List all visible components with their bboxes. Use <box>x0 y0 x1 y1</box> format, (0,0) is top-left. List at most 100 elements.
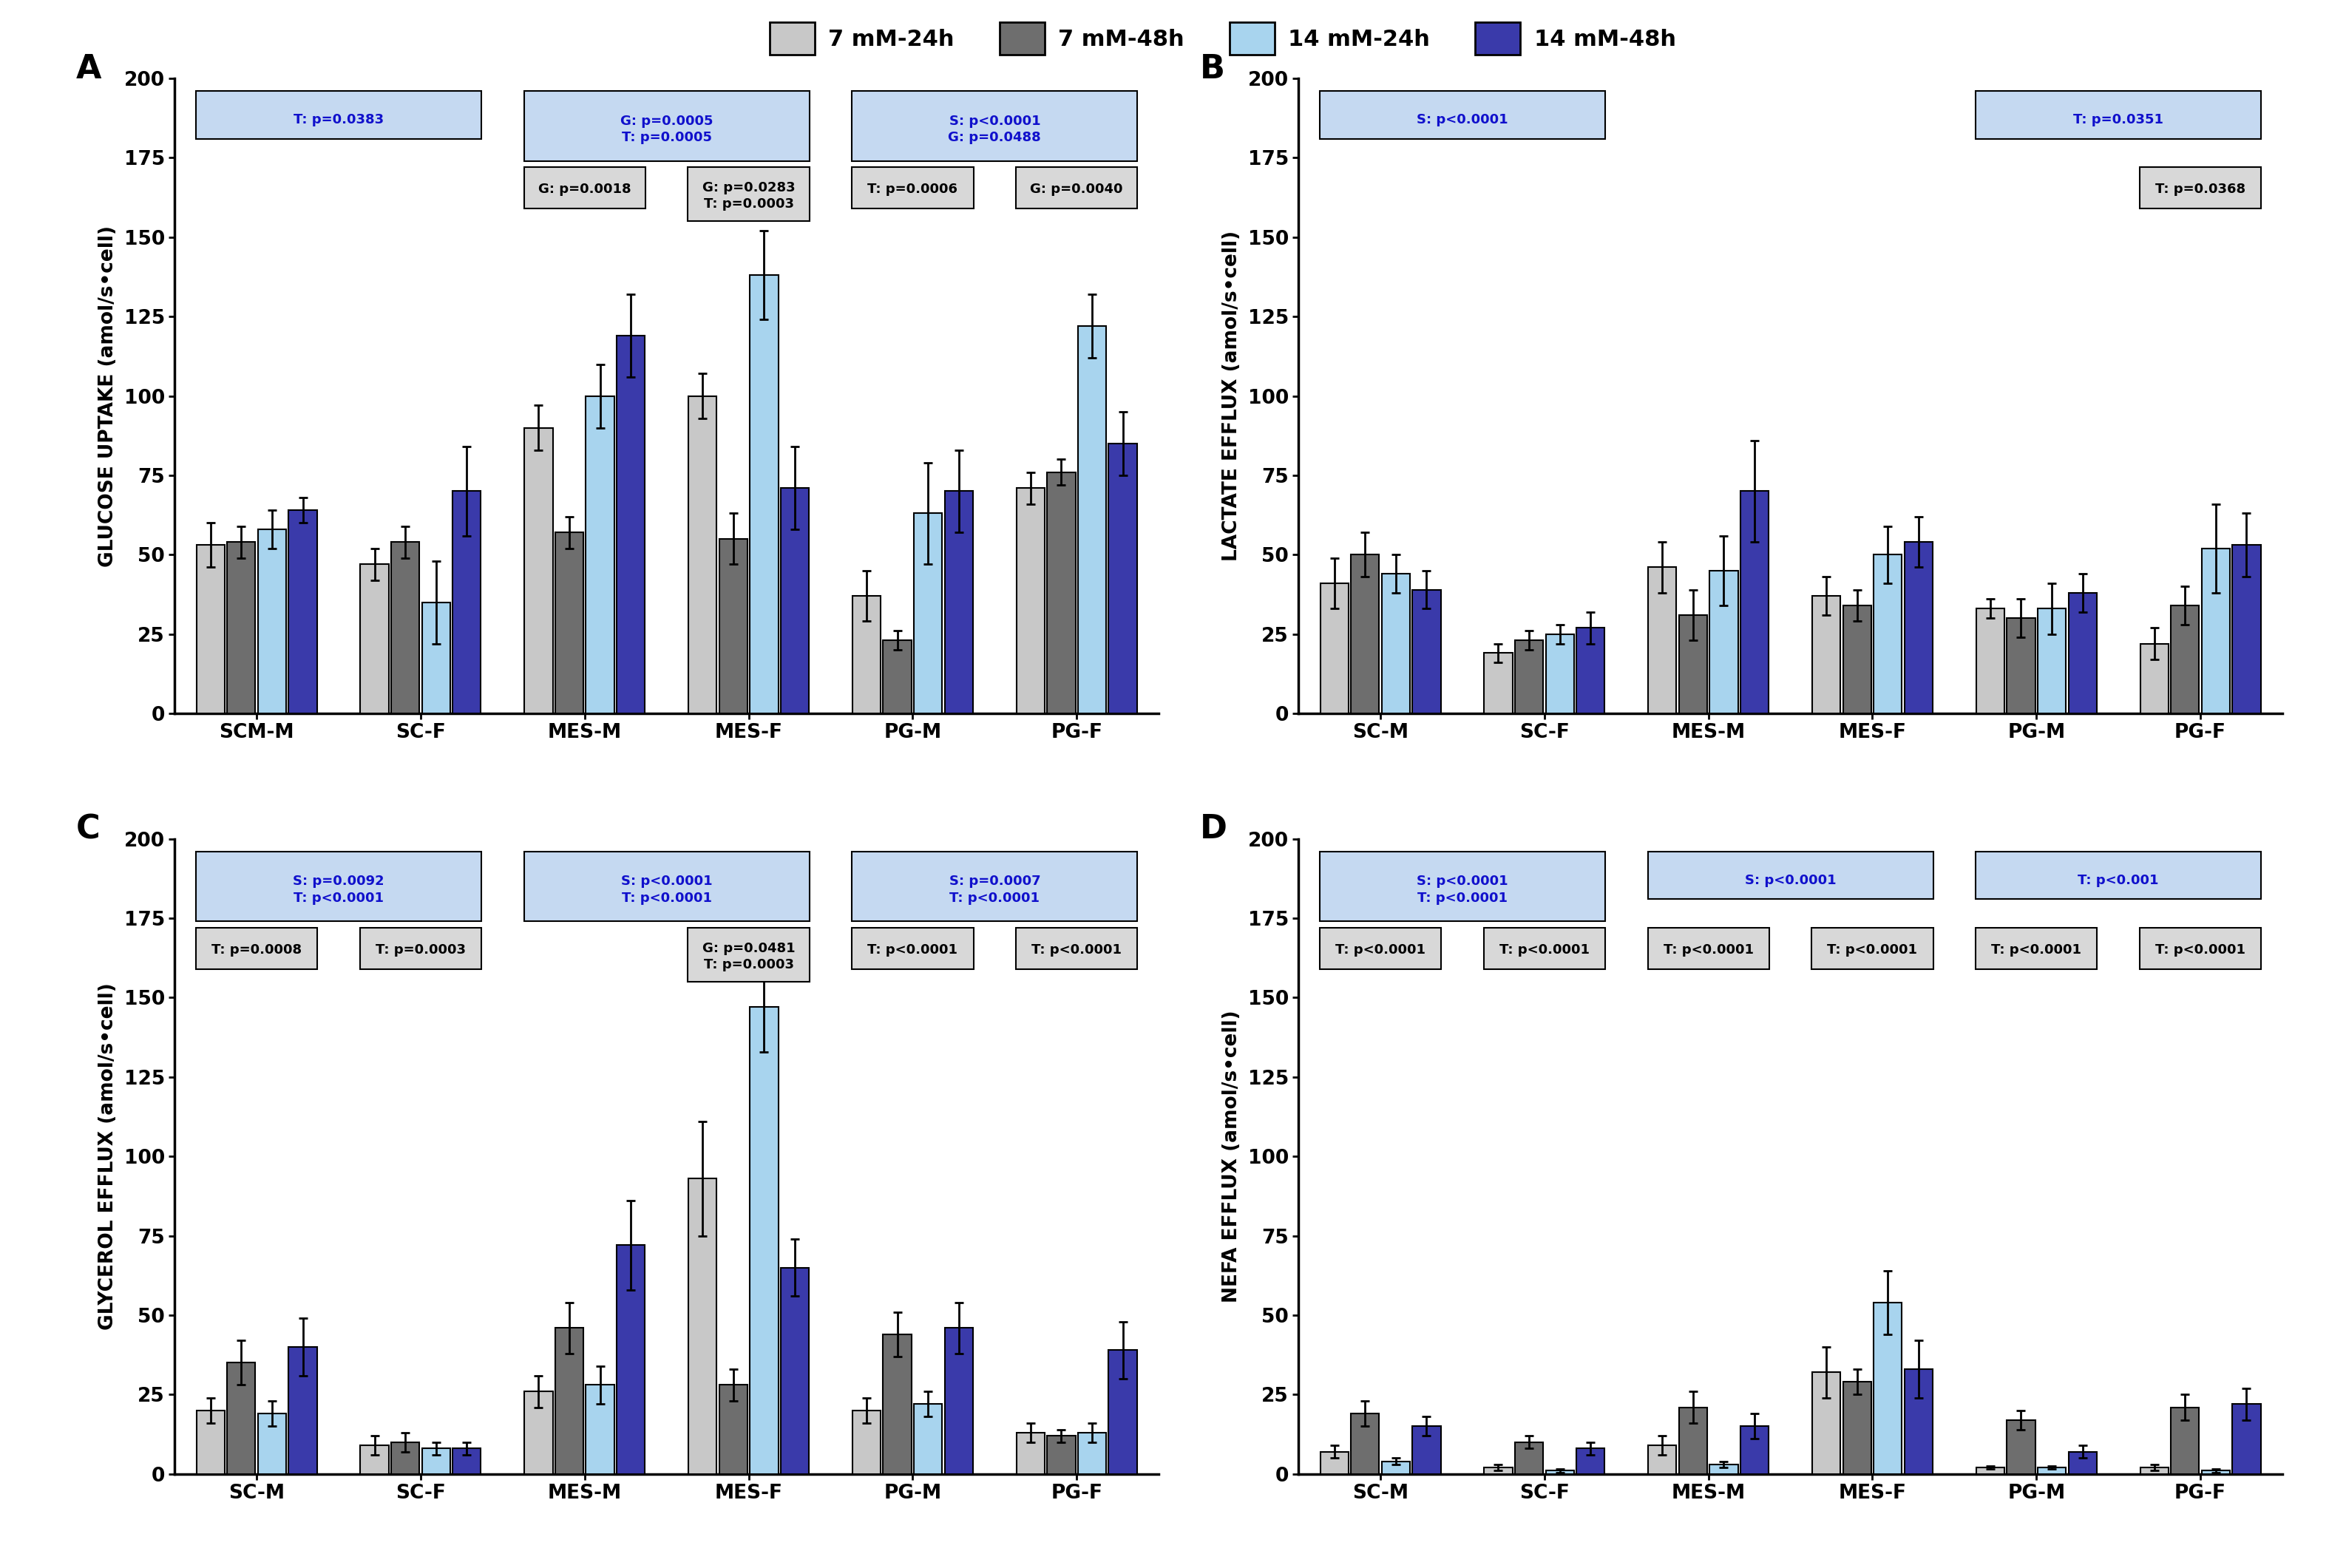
Bar <box>1015 1433 1046 1474</box>
Bar <box>2201 1471 2229 1474</box>
Bar <box>913 513 943 713</box>
Bar <box>1514 640 1544 713</box>
Bar <box>196 851 482 922</box>
Text: T: p<0.0001: T: p<0.0001 <box>1663 944 1754 956</box>
Bar <box>1321 851 1605 922</box>
Bar <box>524 168 645 209</box>
Bar <box>289 1347 317 1474</box>
Bar <box>1649 568 1677 713</box>
Text: G: p=0.0040: G: p=0.0040 <box>1029 183 1123 196</box>
Bar <box>883 1334 911 1474</box>
Bar <box>1577 627 1605 713</box>
Bar <box>587 1385 615 1474</box>
Text: T: p<0.001: T: p<0.001 <box>2077 873 2159 887</box>
Bar <box>2068 1452 2096 1474</box>
Bar <box>1740 1427 1768 1474</box>
Text: T: p=0.0383: T: p=0.0383 <box>293 113 384 127</box>
Bar <box>750 276 778 713</box>
Bar <box>2140 928 2261 969</box>
Bar <box>228 1363 256 1474</box>
Bar <box>2038 608 2066 713</box>
Text: T: p<0.0001: T: p<0.0001 <box>1991 944 2082 956</box>
Bar <box>852 1411 880 1474</box>
Bar <box>1905 543 1933 713</box>
Bar <box>196 546 224 713</box>
Text: G: p=0.0283
T: p=0.0003: G: p=0.0283 T: p=0.0003 <box>703 180 794 210</box>
Bar <box>617 336 645 713</box>
Bar <box>422 602 449 713</box>
Bar <box>1321 928 1442 969</box>
Text: T: p<0.0001: T: p<0.0001 <box>869 944 957 956</box>
Bar <box>1078 326 1106 713</box>
Bar <box>1015 168 1137 209</box>
Bar <box>1321 91 1605 138</box>
Bar <box>1812 1372 1840 1474</box>
Bar <box>2038 1468 2066 1474</box>
Bar <box>524 91 810 162</box>
Bar <box>1321 583 1348 713</box>
Bar <box>1709 1465 1737 1474</box>
Bar <box>2068 593 2096 713</box>
Bar <box>687 928 810 982</box>
Text: C: C <box>77 814 100 845</box>
Bar <box>852 168 974 209</box>
Bar <box>2234 546 2261 713</box>
Bar <box>1873 555 1903 713</box>
Text: G: p=0.0481
T: p=0.0003: G: p=0.0481 T: p=0.0003 <box>703 941 794 971</box>
Text: T: p<0.0001: T: p<0.0001 <box>2154 944 2245 956</box>
Bar <box>689 397 717 713</box>
Bar <box>1015 488 1046 713</box>
Bar <box>2171 605 2199 713</box>
Bar <box>689 1179 717 1474</box>
Bar <box>2140 643 2168 713</box>
Text: S: p<0.0001
T: p<0.0001: S: p<0.0001 T: p<0.0001 <box>622 875 713 905</box>
Bar <box>1842 605 1870 713</box>
Bar <box>1647 928 1770 969</box>
Bar <box>1679 615 1707 713</box>
Bar <box>361 1446 389 1474</box>
Bar <box>1905 1369 1933 1474</box>
Bar <box>946 1328 974 1474</box>
Bar <box>1514 1443 1544 1474</box>
Bar <box>2140 168 2261 209</box>
Bar <box>1975 928 2096 969</box>
Bar <box>883 640 911 713</box>
Text: T: p=0.0351: T: p=0.0351 <box>2073 113 2164 127</box>
Legend: 7 mM-24h, 7 mM-48h, 14 mM-24h, 14 mM-48h: 7 mM-24h, 7 mM-48h, 14 mM-24h, 14 mM-48h <box>769 22 1677 55</box>
Bar <box>2140 1468 2168 1474</box>
Text: S: p<0.0001
G: p=0.0488: S: p<0.0001 G: p=0.0488 <box>948 114 1041 144</box>
Bar <box>259 530 286 713</box>
Bar <box>1812 928 1933 969</box>
Text: D: D <box>1199 814 1227 845</box>
Text: S: p<0.0001: S: p<0.0001 <box>1744 873 1835 887</box>
Bar <box>1048 1436 1076 1474</box>
Bar <box>391 543 419 713</box>
Bar <box>554 1328 585 1474</box>
Bar <box>2201 549 2229 713</box>
Bar <box>1546 633 1574 713</box>
Bar <box>196 91 482 138</box>
Bar <box>1975 1468 2005 1474</box>
Y-axis label: NEFA EFFLUX (amol/s•cell): NEFA EFFLUX (amol/s•cell) <box>1223 1010 1241 1303</box>
Bar <box>524 428 552 713</box>
Text: B: B <box>1199 53 1225 85</box>
Bar <box>852 928 974 969</box>
Bar <box>780 1267 808 1474</box>
Bar <box>687 168 810 221</box>
Bar <box>852 851 1137 922</box>
Bar <box>720 1385 748 1474</box>
Bar <box>196 928 317 969</box>
Bar <box>1411 590 1442 713</box>
Bar <box>524 851 810 922</box>
Bar <box>1484 1468 1512 1474</box>
Text: S: p<0.0001: S: p<0.0001 <box>1416 113 1509 127</box>
Text: G: p=0.0018: G: p=0.0018 <box>538 183 631 196</box>
Bar <box>2008 618 2036 713</box>
Text: S: p<0.0001
T: p<0.0001: S: p<0.0001 T: p<0.0001 <box>1416 875 1509 905</box>
Y-axis label: GLUCOSE UPTAKE (amol/s•cell): GLUCOSE UPTAKE (amol/s•cell) <box>98 226 119 566</box>
Text: T: p<0.0001: T: p<0.0001 <box>1500 944 1588 956</box>
Bar <box>452 1449 482 1474</box>
Text: T: p=0.0006: T: p=0.0006 <box>869 183 957 196</box>
Bar <box>2234 1403 2261 1474</box>
Bar <box>587 397 615 713</box>
